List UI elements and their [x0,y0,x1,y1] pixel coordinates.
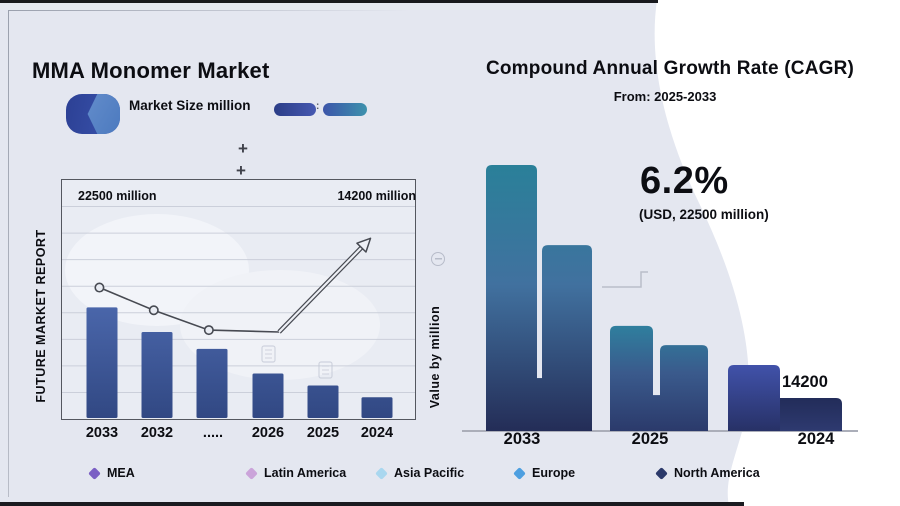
legend-item-latin-america: Latin America [245,465,347,481]
left-axis-label-2032: 2032 [140,425,174,441]
plus-mark-1: + [238,139,248,158]
trend-arrowhead [356,237,372,253]
market-size-chart [61,179,416,420]
frame-border-left [8,10,9,497]
pair-bar-secondary-2033 [542,245,592,431]
cagr-caption: (USD, 22500 million) [639,207,769,222]
cagr-value: 6.2% [640,160,729,202]
pair-bar-secondary-2024 [780,398,842,431]
cagr-chart [462,165,858,432]
market-size-label: Market Size million [129,98,251,113]
legend-label: Europe [532,466,576,480]
pair-bar-secondary-2025 [660,345,708,431]
legend-label: Asia Pacific [394,466,465,480]
pair-bar-base-2025 [652,395,661,431]
legend-diamond-asia-pacific [375,466,388,480]
bar-2032 [141,331,173,418]
cloud-decor [180,270,380,380]
cagr-title: Compound Annual Growth Rate (CAGR) [485,58,855,79]
bar-2024 [361,397,393,418]
pair-bar-primary-2033 [486,165,537,431]
pill-badge-right [323,103,367,116]
left-axis-label-2025: 2025 [306,425,340,441]
trend-marker [148,305,159,316]
left-axis-label-2024: 2024 [360,425,394,441]
bar-2026 [252,373,284,418]
step-line-decor [602,271,648,288]
value-label-start: 22500 million [78,189,157,203]
legend-diamond-mea [88,466,101,480]
watermark-vertical-text: FUTURE MARKET REPORT [34,229,48,403]
document-watermark-icon [261,345,276,363]
pair-bar-primary-2025 [610,325,653,431]
legend-item-asia-pacific: Asia Pacific [375,465,465,481]
legend-item-europe: Europe [513,465,576,481]
legend-label: MEA [107,466,135,480]
left-axis-label-dots: ..... [202,425,224,441]
bar-2025 [307,385,339,418]
top-edge-strip [0,0,658,3]
bottom-edge-strip [0,502,744,506]
right-axis-label-2025: 2025 [631,430,669,448]
legend-item-mea: MEA [88,465,135,481]
frame-border-top [8,10,410,11]
trend-line [99,286,280,333]
value-label-end: 14200 million [337,189,416,203]
legend-item-north-america: North America [655,465,760,481]
trend-arrow-core [278,246,363,333]
bar-..... [196,348,228,418]
legend-diamond-europe [513,466,526,480]
pair-bar-primary-2024 [728,365,780,431]
legend-diamond-latin-america [245,466,258,480]
trend-marker [203,325,214,336]
capsule-icon [66,94,120,134]
pill-badge-left [274,103,316,116]
bar-2033 [86,307,118,418]
minus-circle-icon [431,252,445,266]
market-size-chart-svg [62,206,415,418]
annotation-14200: 14200 [782,373,828,391]
right-axis-label-2024: 2024 [797,430,835,448]
plus-mark-2: + [236,161,246,180]
right-axis-label-2033: 2033 [503,430,541,448]
page-title: MMA Monomer Market [32,58,270,83]
document-watermark-icon [318,361,333,379]
cagr-period: From: 2025-2033 [613,89,717,104]
pair-bar-base-2033 [536,378,543,431]
left-axis-label-2026: 2026 [251,425,285,441]
legend-diamond-north-america [655,466,668,480]
trend-marker [94,282,105,293]
pill-separator: : [316,101,320,112]
y-axis-title: Value by million [428,305,442,409]
legend-label: Latin America [264,466,347,480]
left-axis-label-2033: 2033 [85,425,119,441]
legend-label: North America [674,466,760,480]
